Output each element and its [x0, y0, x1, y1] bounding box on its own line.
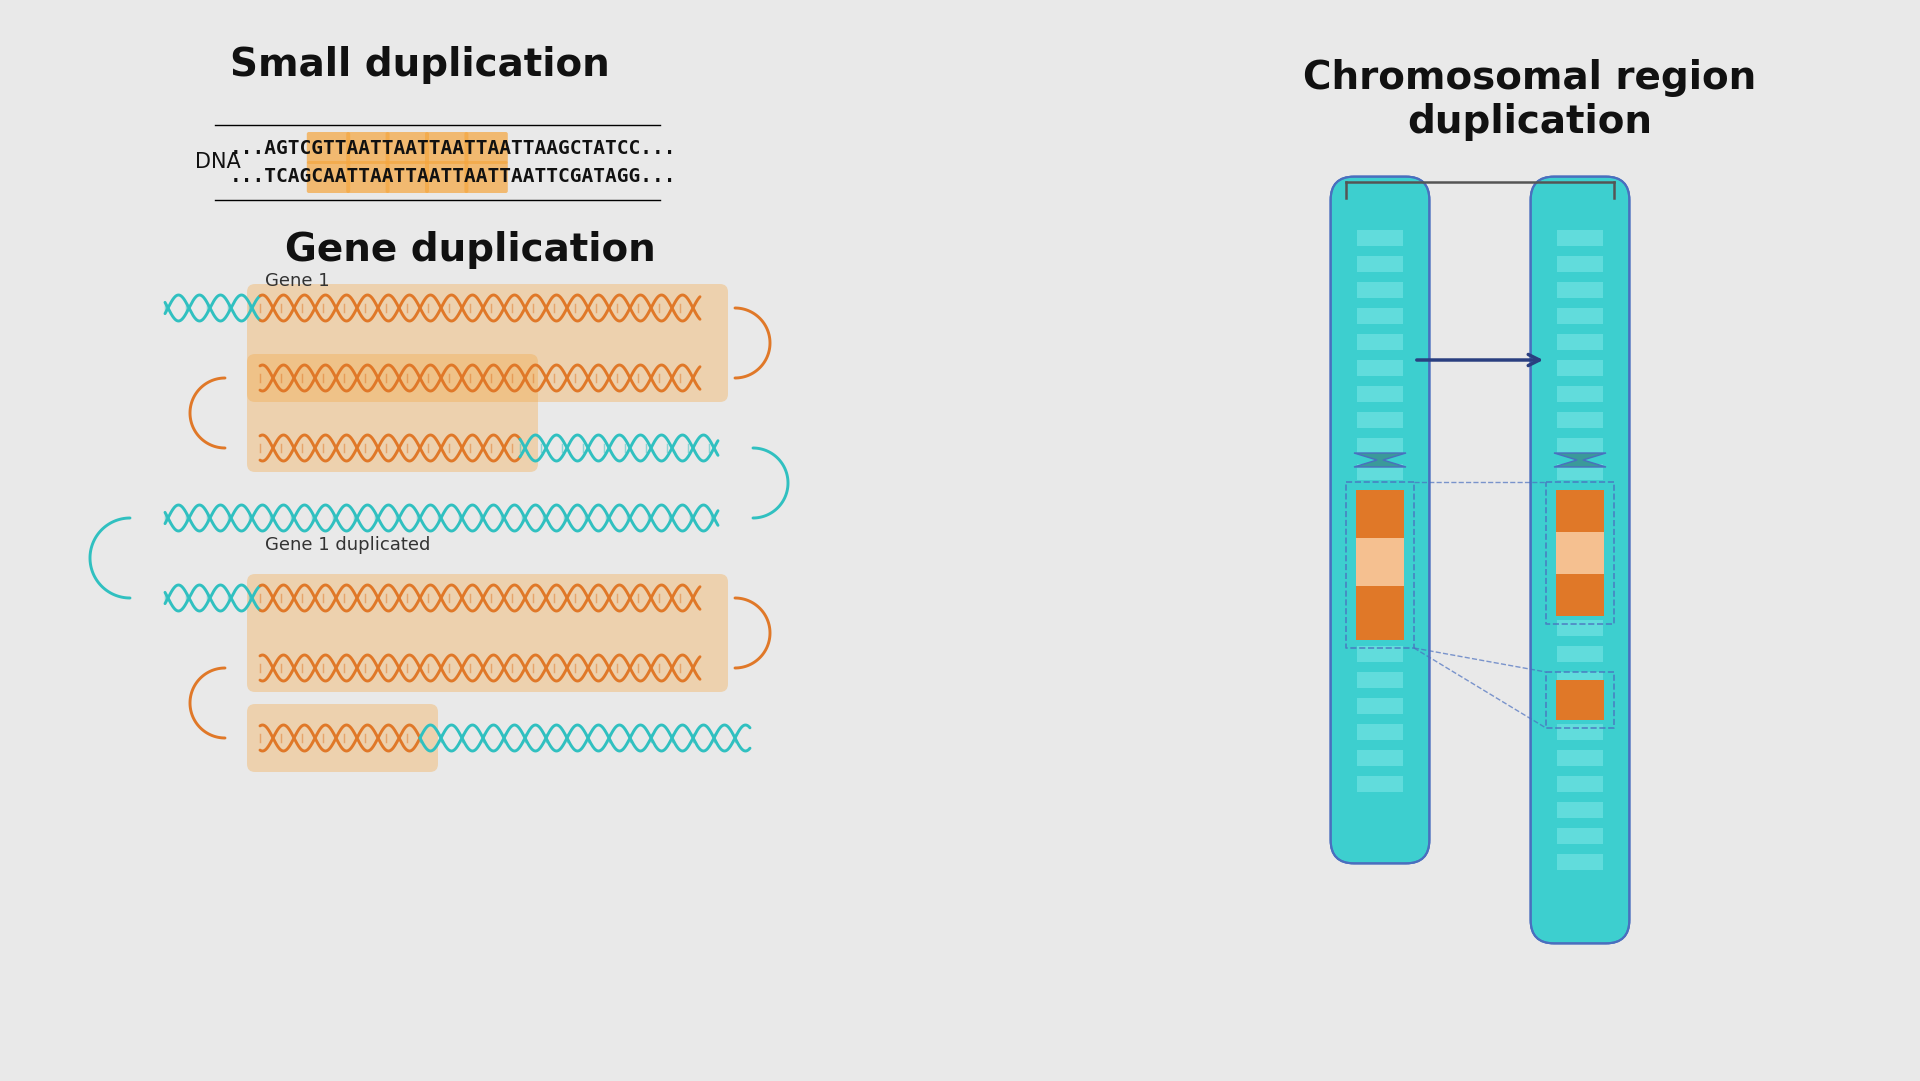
Bar — [1357, 620, 1404, 636]
FancyBboxPatch shape — [248, 284, 728, 402]
Bar — [1357, 334, 1404, 350]
Bar — [1557, 256, 1603, 272]
FancyBboxPatch shape — [248, 574, 728, 692]
Bar — [1557, 750, 1603, 766]
Bar — [1557, 308, 1603, 324]
Bar — [1357, 282, 1404, 298]
Bar — [1357, 230, 1404, 246]
FancyBboxPatch shape — [386, 161, 428, 193]
Bar — [1357, 360, 1404, 376]
Bar — [1357, 776, 1404, 792]
FancyBboxPatch shape — [307, 132, 349, 164]
Text: Gene duplication: Gene duplication — [284, 231, 655, 269]
Bar — [1357, 256, 1404, 272]
FancyBboxPatch shape — [465, 132, 507, 164]
Text: ...TCAGCAATTAATTAATTAATTAATTCGATAGG...: ...TCAGCAATTAATTAATTAATTAATTCGATAGG... — [230, 168, 676, 187]
Bar — [1357, 593, 1404, 610]
Bar — [1356, 586, 1404, 640]
Bar — [1357, 698, 1404, 713]
Bar — [1357, 672, 1404, 688]
FancyBboxPatch shape — [424, 161, 468, 193]
Bar — [1557, 490, 1603, 506]
Polygon shape — [1553, 453, 1605, 467]
Text: ...AGTCGTTAATTAATTAATTAATTAAGCTATCC...: ...AGTCGTTAATTAATTAATTAATTAAGCTATCC... — [230, 138, 676, 158]
Bar — [1557, 542, 1603, 558]
Bar — [1557, 828, 1603, 844]
Bar — [1557, 386, 1603, 402]
FancyBboxPatch shape — [465, 161, 507, 193]
Bar — [1356, 538, 1404, 586]
FancyBboxPatch shape — [346, 132, 390, 164]
Bar — [1357, 464, 1404, 480]
Text: Chromosomal region
duplication: Chromosomal region duplication — [1304, 59, 1757, 141]
Bar — [1557, 802, 1603, 818]
Bar — [1357, 308, 1404, 324]
Bar — [1555, 532, 1603, 574]
Bar — [1357, 542, 1404, 558]
FancyBboxPatch shape — [424, 132, 468, 164]
Text: DNA: DNA — [196, 152, 240, 172]
Bar — [1555, 490, 1603, 532]
Text: Gene 1: Gene 1 — [265, 272, 330, 290]
FancyBboxPatch shape — [248, 704, 438, 772]
Bar — [1557, 464, 1603, 480]
Polygon shape — [1354, 453, 1405, 467]
Bar — [1557, 568, 1603, 584]
Bar — [1557, 646, 1603, 662]
Bar — [1357, 490, 1404, 506]
Bar — [1357, 516, 1404, 532]
FancyBboxPatch shape — [248, 353, 538, 472]
Bar — [1357, 724, 1404, 740]
Bar — [1356, 490, 1404, 538]
Bar — [1557, 334, 1603, 350]
Bar — [1557, 620, 1603, 636]
Text: Gene 1 duplicated: Gene 1 duplicated — [265, 536, 430, 553]
Bar — [1357, 750, 1404, 766]
Bar — [1557, 854, 1603, 870]
FancyBboxPatch shape — [1331, 176, 1428, 864]
Bar — [1357, 438, 1404, 454]
FancyBboxPatch shape — [346, 161, 390, 193]
Bar — [1557, 438, 1603, 454]
Bar — [1357, 412, 1404, 428]
Text: Small duplication: Small duplication — [230, 46, 611, 84]
Bar — [1557, 282, 1603, 298]
Bar — [1557, 360, 1603, 376]
Bar — [1557, 724, 1603, 740]
FancyBboxPatch shape — [386, 132, 428, 164]
Bar — [1557, 412, 1603, 428]
Bar — [1557, 672, 1603, 688]
Bar — [1557, 776, 1603, 792]
FancyBboxPatch shape — [307, 161, 349, 193]
Bar — [1557, 516, 1603, 532]
Bar — [1555, 680, 1603, 720]
FancyBboxPatch shape — [1530, 176, 1630, 944]
Bar — [1557, 593, 1603, 610]
Bar — [1357, 646, 1404, 662]
Bar — [1357, 386, 1404, 402]
Bar — [1557, 230, 1603, 246]
Bar — [1557, 698, 1603, 713]
Bar — [1555, 574, 1603, 616]
Bar — [1357, 568, 1404, 584]
